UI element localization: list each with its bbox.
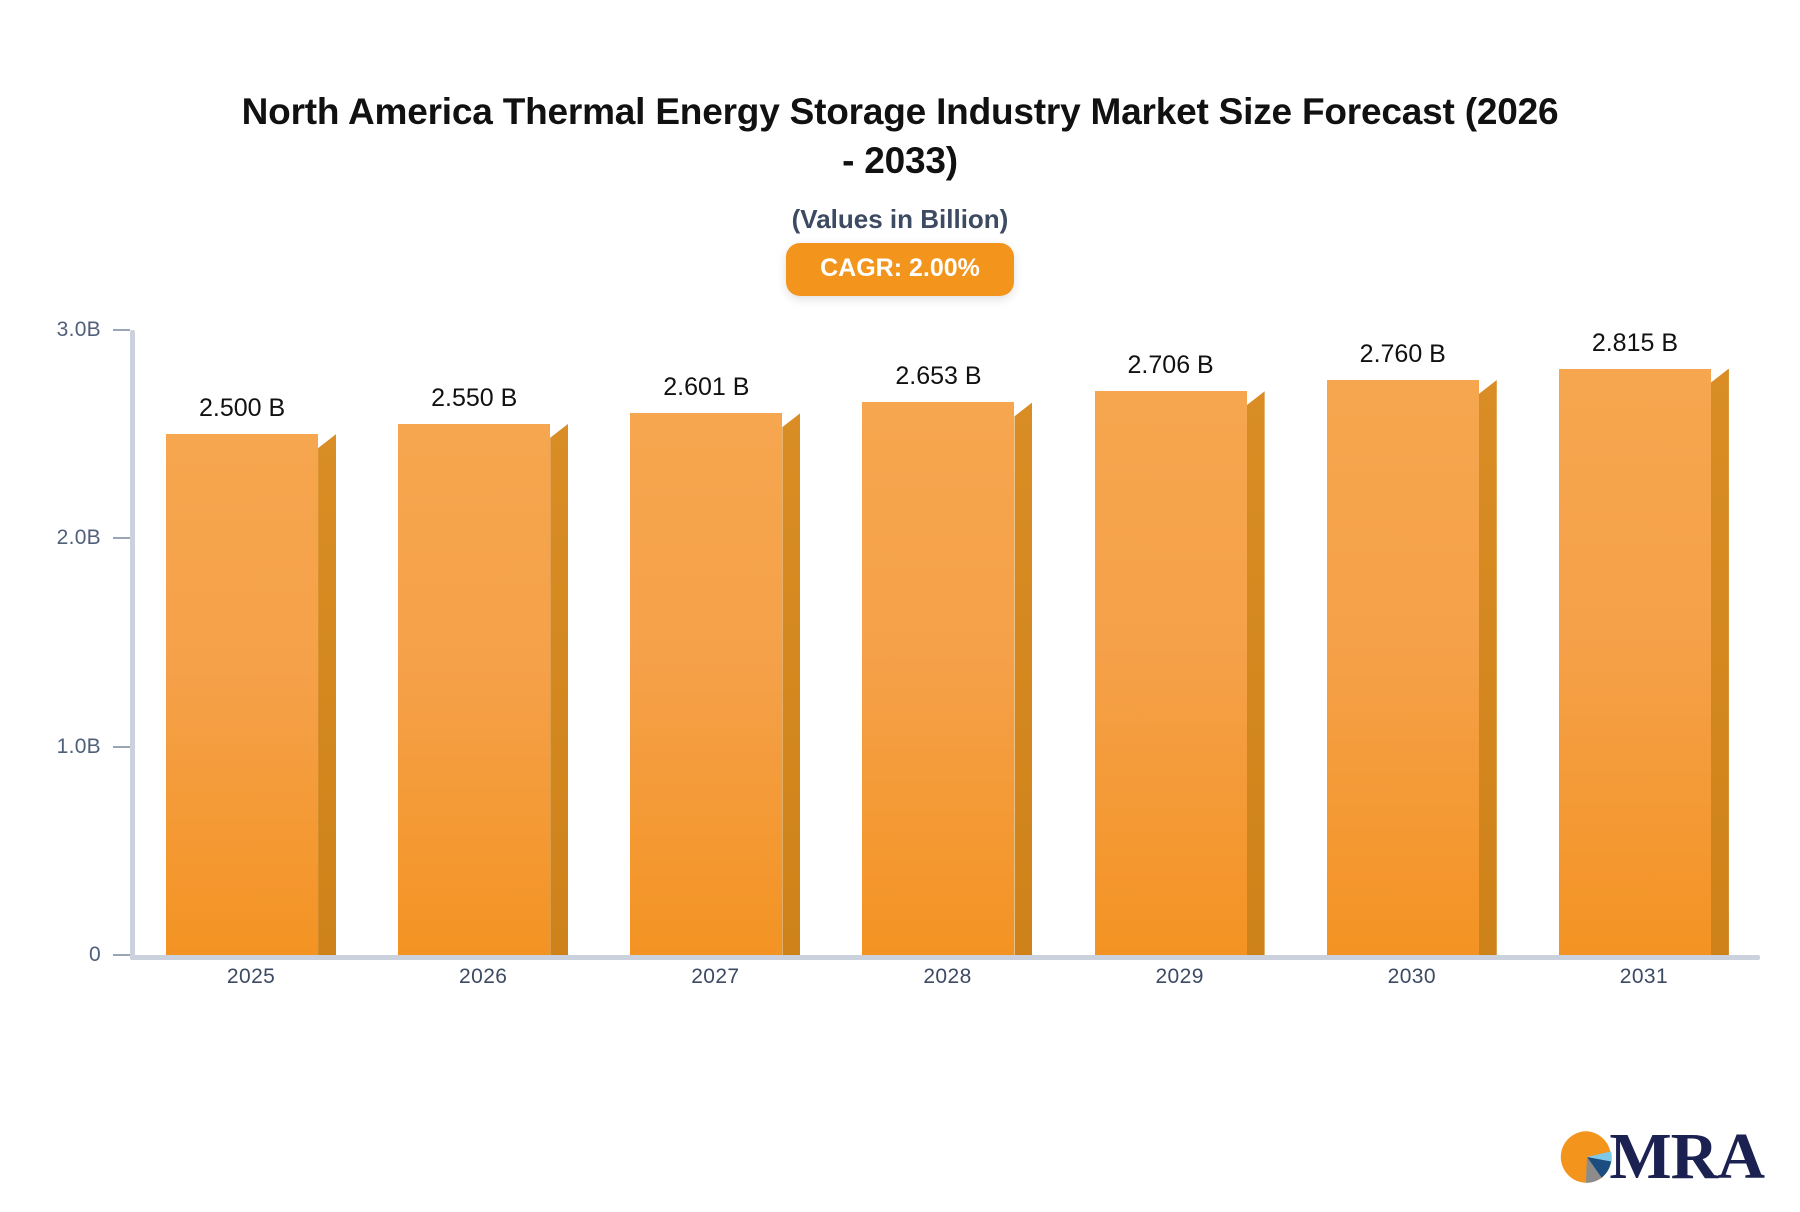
y-axis-tick-mark (113, 745, 130, 748)
x-axis-tick-label: 2025 (226, 965, 276, 988)
cagr-status-badge: CAGR: 2.00% (786, 242, 1014, 296)
bar-value-label: 2.500 B (198, 394, 286, 423)
bar[interactable]: 2.706 B (1094, 351, 1265, 955)
y-axis-tick-mark (113, 537, 130, 540)
bar-slot: 2.550 B (367, 330, 599, 955)
bar-side-face (1014, 402, 1033, 955)
bar-side-face (318, 434, 337, 955)
bar-slot: 2.500 B (135, 330, 367, 955)
cagr-badge-container: CAGR: 2.00% (0, 242, 1800, 296)
mra-logo: MRA (1559, 1120, 1765, 1193)
x-axis-tick-label: 2028 (923, 965, 972, 988)
x-axis-line (130, 955, 1760, 960)
bar-side-face (782, 413, 801, 955)
y-axis: 3.0B 2.0B 1.0B 0 (0, 318, 130, 966)
bar-value-label: 2.760 B (1359, 340, 1446, 368)
bar-value-label: 2.601 B (663, 373, 750, 402)
x-axis-tick-label: 2027 (691, 965, 740, 988)
bar-value-label: 2.550 B (431, 383, 518, 412)
y-axis-line (130, 330, 135, 960)
x-axis: 2025 2026 2027 2028 2029 2030 2031 (135, 965, 1760, 989)
bar-front-face (630, 413, 783, 955)
bar-series: 2.500 B 2.550 B 2.601 B 2.653 B 2.706 B 2.760… (135, 329, 1760, 955)
bar-value-label: 2.653 B (895, 362, 982, 391)
bar-side-face (1478, 380, 1497, 955)
bar[interactable]: 2.815 B (1558, 329, 1729, 955)
y-axis-tick-mark (113, 329, 130, 331)
bar-front-face (398, 423, 551, 955)
y-axis-tick-label: 0 (89, 943, 101, 966)
bar-side-face (1710, 368, 1729, 955)
chart-plot-area: 3.0B 2.0B 1.0B 0 2.500 B 2.550 B 2.601 B 2.653… (0, 318, 1800, 966)
bar-slot: 2.815 B (1528, 329, 1760, 955)
y-axis-tick: 3.0B (56, 318, 130, 341)
x-axis-tick-label: 2030 (1387, 965, 1436, 988)
bar-value-label: 2.815 B (1591, 328, 1678, 357)
bar[interactable]: 2.760 B (1326, 340, 1497, 955)
y-axis-tick-mark (113, 954, 130, 956)
bar-slot: 2.706 B (1064, 330, 1296, 955)
bar[interactable]: 2.601 B (630, 373, 801, 955)
chart-subtitle: (Values in Billion) (791, 203, 1009, 234)
bar-slot: 2.760 B (1296, 330, 1528, 955)
bar-slot: 2.601 B (599, 330, 831, 955)
bar[interactable]: 2.500 B (166, 394, 337, 955)
bar-front-face (862, 402, 1015, 955)
y-axis-tick: 0 (89, 943, 130, 966)
pie-chart-icon (1559, 1129, 1615, 1185)
y-axis-tick: 1.0B (56, 734, 130, 758)
bar-front-face (1326, 380, 1479, 955)
bar-side-face (550, 423, 569, 955)
chart-header: North America Thermal Energy Storage Ind… (0, 0, 1800, 296)
y-axis-tick-label: 3.0B (56, 318, 101, 341)
bar-value-label: 2.706 B (1127, 351, 1214, 380)
bar-front-face (1558, 368, 1711, 955)
bar-front-face (166, 434, 319, 955)
bar[interactable]: 2.653 B (862, 362, 1033, 955)
bar-slot: 2.653 B (831, 330, 1063, 955)
x-axis-tick-label: 2026 (459, 965, 508, 988)
bar-side-face (1246, 391, 1265, 955)
x-axis-tick-label: 2029 (1155, 965, 1204, 988)
logo-wordmark: MRA (1609, 1120, 1765, 1193)
bar[interactable]: 2.550 B (398, 384, 569, 955)
y-axis-tick: 2.0B (56, 526, 130, 550)
page-title: North America Thermal Energy Storage Ind… (241, 91, 1559, 181)
bar-front-face (1094, 391, 1247, 955)
y-axis-tick-label: 2.0B (56, 526, 101, 550)
y-axis-tick-label: 1.0B (56, 734, 101, 758)
x-axis-tick-label: 2031 (1619, 965, 1669, 988)
